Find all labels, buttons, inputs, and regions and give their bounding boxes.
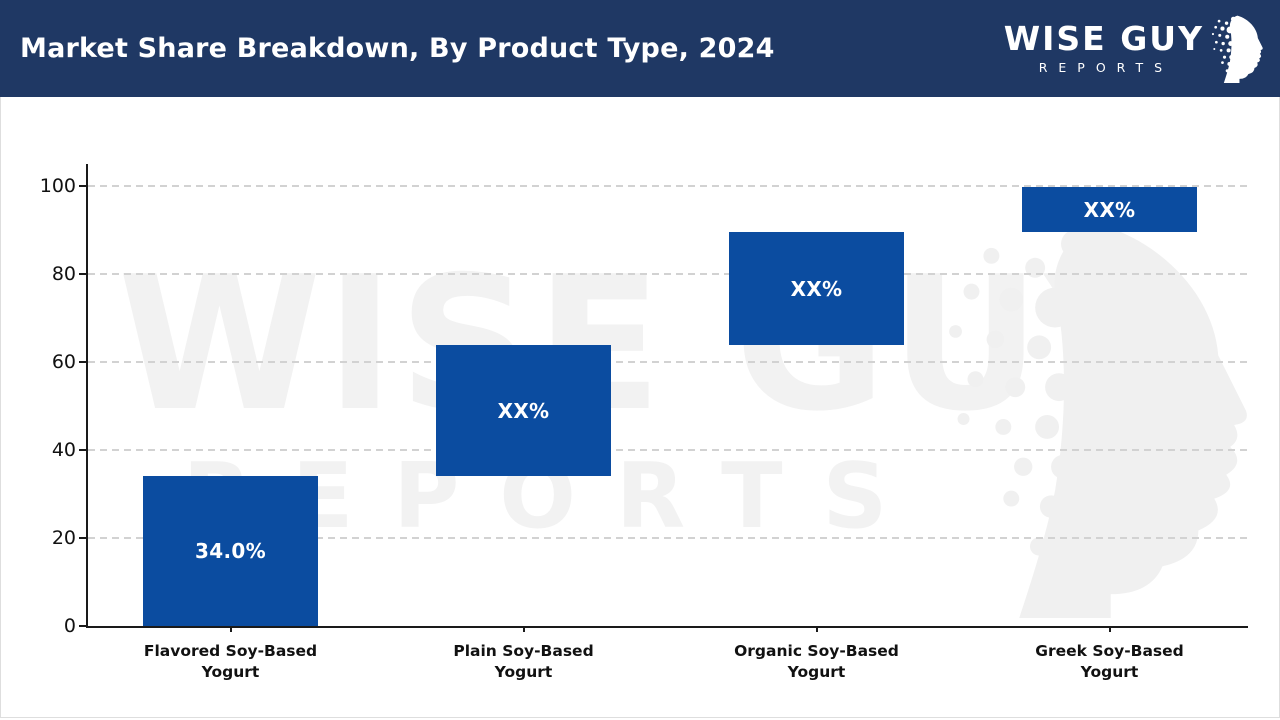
y-tick-mark bbox=[79, 449, 86, 451]
gridline-60 bbox=[88, 361, 1248, 363]
logo-text: WISE GUY REPORTS bbox=[1004, 22, 1204, 75]
wise-guy-logo: WISE GUY REPORTS bbox=[1004, 9, 1266, 89]
y-tick-mark bbox=[79, 273, 86, 275]
x-tick-mark bbox=[1108, 626, 1111, 632]
x-tick-mark bbox=[522, 626, 525, 632]
x-tick-mark bbox=[229, 626, 232, 632]
bar-value-label: XX% bbox=[790, 276, 843, 301]
y-tick-mark bbox=[79, 537, 86, 539]
bar-value-label: XX% bbox=[497, 398, 550, 423]
x-axis-line bbox=[86, 626, 1248, 628]
y-tick-label: 80 bbox=[51, 263, 76, 285]
bar-value-label: XX% bbox=[1083, 197, 1136, 222]
bar-organic-soy-based-yogurt: XX% bbox=[729, 232, 904, 346]
category-label-plain-soy-based-yogurt: Plain Soy-Based Yogurt bbox=[453, 642, 594, 681]
page-title: Market Share Breakdown, By Product Type,… bbox=[20, 33, 775, 64]
y-tick-label: 40 bbox=[51, 439, 76, 461]
bar-value-label: 34.0% bbox=[195, 539, 266, 564]
gridline-20 bbox=[88, 537, 1248, 539]
y-tick-label: 20 bbox=[51, 527, 76, 549]
category-label-greek-soy-based-yogurt: Greek Soy-Based Yogurt bbox=[1035, 642, 1184, 681]
logo-wordmark: WISE GUY bbox=[1003, 19, 1204, 58]
y-tick-label: 60 bbox=[51, 351, 76, 373]
category-label-organic-soy-based-yogurt: Organic Soy-Based Yogurt bbox=[734, 642, 899, 681]
logo-subtitle: REPORTS bbox=[1038, 60, 1174, 75]
bar-flavored-soy-based-yogurt: 34.0% bbox=[143, 476, 318, 626]
y-axis-line bbox=[86, 164, 88, 628]
y-tick-mark bbox=[79, 185, 86, 187]
gridline-40 bbox=[88, 449, 1248, 451]
y-tick-label: 0 bbox=[63, 615, 76, 637]
dotted-head-profile-icon bbox=[1198, 9, 1266, 89]
category-label-flavored-soy-based-yogurt: Flavored Soy-Based Yogurt bbox=[143, 642, 318, 681]
x-tick-mark bbox=[815, 626, 818, 632]
y-tick-mark bbox=[79, 361, 86, 363]
header-bar: Market Share Breakdown, By Product Type,… bbox=[0, 0, 1280, 97]
gridline-80 bbox=[88, 273, 1248, 275]
bar-greek-soy-based-yogurt: XX% bbox=[1022, 186, 1197, 233]
bar-plain-soy-based-yogurt: XX% bbox=[436, 345, 611, 477]
gridline-100 bbox=[88, 185, 1248, 187]
y-tick-mark bbox=[79, 625, 86, 627]
y-tick-label: 100 bbox=[39, 175, 76, 197]
